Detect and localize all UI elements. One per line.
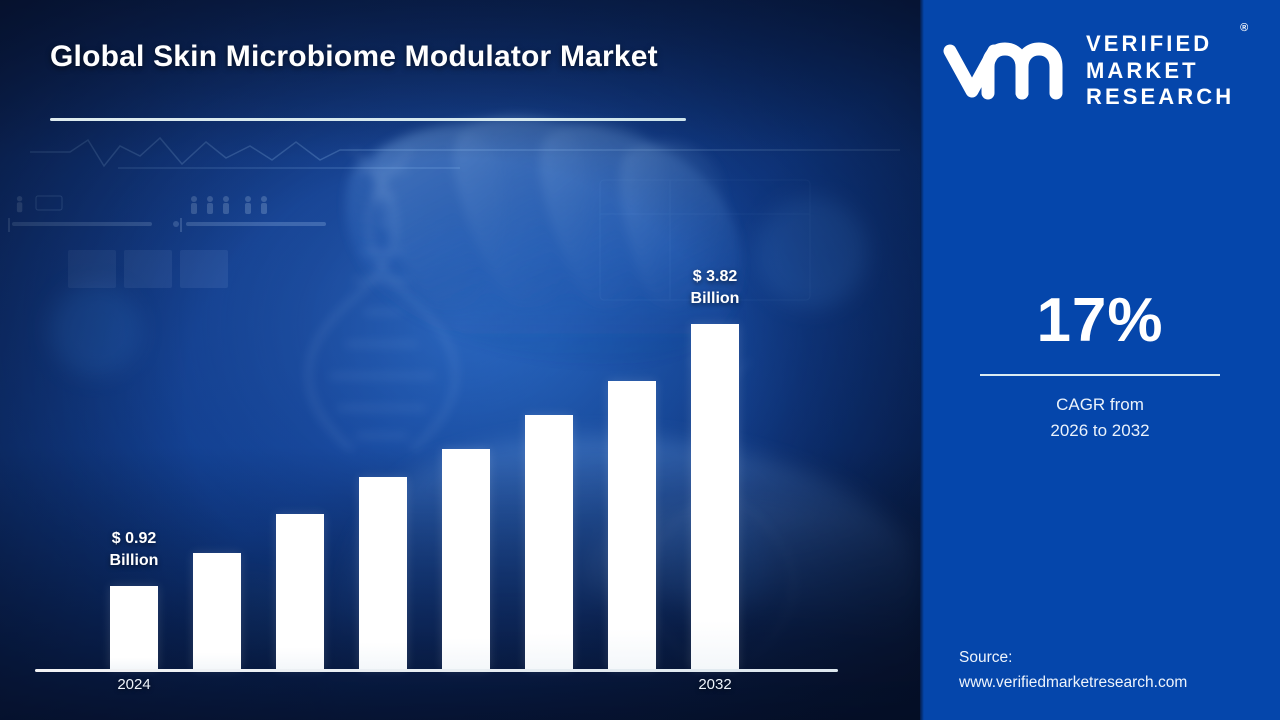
bar-chart: $ 0.92 Billion $ 3.82 Billion 2024 2032 [35, 268, 838, 693]
brand-line-research: RESEARCH [1086, 84, 1235, 110]
cagr-caption: CAGR from 2026 to 2032 [1050, 395, 1150, 440]
brand-line-market: MARKET [1086, 57, 1199, 83]
title-underline [50, 118, 686, 121]
bar-2028 [442, 449, 490, 669]
bar-2027 [359, 477, 407, 669]
registered-trademark-icon: ® [1240, 21, 1249, 34]
vmr-monogram-icon [943, 42, 1063, 100]
page-title: Global Skin Microbiome Modulator Market [50, 40, 658, 73]
bar-2030 [608, 381, 656, 669]
source-block: Source: www.verifiedmarketresearch.com [959, 646, 1269, 696]
brand-wordmark: VERIFIED MARKET RESEARCH ® [1086, 22, 1248, 111]
bar-2024 [110, 586, 158, 669]
brand-logo: VERIFIED MARKET RESEARCH ® [942, 22, 1262, 116]
bar-2029 [525, 415, 573, 669]
x-tick-2032: 2032 [698, 676, 732, 693]
chart-panel: Global Skin Microbiome Modulator Market … [0, 0, 920, 720]
bar-2026 [276, 514, 324, 669]
x-tick-2024: 2024 [117, 676, 151, 693]
source-label: Source: [959, 649, 1013, 667]
bar-2025 [193, 553, 241, 669]
value-label-2024: $ 0.92 Billion [109, 530, 159, 569]
cagr-value: 17% [1036, 286, 1164, 355]
x-axis-line [35, 669, 838, 672]
brand-line-verified: VERIFIED [1086, 30, 1213, 56]
summary-panel: VERIFIED MARKET RESEARCH ® 17% CAGR from… [920, 0, 1280, 720]
value-label-2032: $ 3.82 Billion [690, 268, 740, 307]
bar-2032 [691, 324, 739, 669]
cagr-divider [980, 374, 1220, 376]
cagr-block: 17% CAGR from 2026 to 2032 [920, 290, 1280, 443]
panel-divider [920, 0, 924, 720]
source-url[interactable]: www.verifiedmarketresearch.com [959, 674, 1188, 692]
